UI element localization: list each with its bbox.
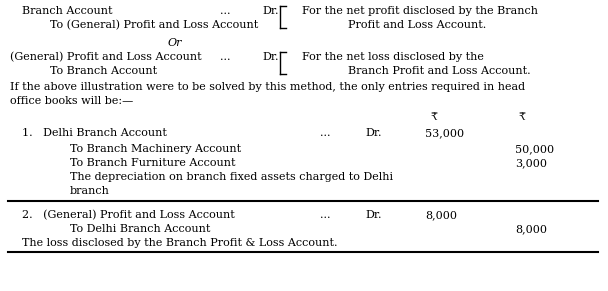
Text: office books will be:—: office books will be:— [10, 96, 133, 106]
Text: Profit and Loss Account.: Profit and Loss Account. [348, 20, 486, 30]
Text: If the above illustration were to be solved by this method, the only entries req: If the above illustration were to be sol… [10, 82, 525, 92]
Text: Or: Or [168, 38, 182, 48]
Text: Dr.: Dr. [365, 210, 381, 220]
Text: To (General) Profit and Loss Account: To (General) Profit and Loss Account [50, 20, 258, 30]
Text: (General) Profit and Loss Account: (General) Profit and Loss Account [10, 52, 202, 62]
Text: ...: ... [220, 6, 230, 16]
Text: To Branch Machinery Account: To Branch Machinery Account [70, 144, 241, 154]
Text: Dr.: Dr. [365, 128, 381, 138]
Text: 50,000: 50,000 [515, 144, 554, 154]
Text: To Branch Furniture Account: To Branch Furniture Account [70, 158, 235, 168]
Text: 3,000: 3,000 [515, 158, 547, 168]
Text: Branch Profit and Loss Account.: Branch Profit and Loss Account. [348, 66, 531, 76]
Text: The depreciation on branch fixed assets charged to Delhi: The depreciation on branch fixed assets … [70, 172, 393, 182]
Text: ...: ... [220, 52, 230, 62]
Text: To Branch Account: To Branch Account [50, 66, 157, 76]
Text: ₹: ₹ [518, 112, 525, 122]
Text: 2.   (General) Profit and Loss Account: 2. (General) Profit and Loss Account [22, 210, 235, 220]
Text: ...: ... [320, 128, 331, 138]
Text: 1.   Delhi Branch Account: 1. Delhi Branch Account [22, 128, 167, 138]
Text: 53,000: 53,000 [425, 128, 464, 138]
Text: ₹: ₹ [430, 112, 437, 122]
Text: Dr.: Dr. [262, 52, 278, 62]
Text: Dr.: Dr. [262, 6, 278, 16]
Text: 8,000: 8,000 [425, 210, 457, 220]
Text: The loss disclosed by the Branch Profit & Loss Account.: The loss disclosed by the Branch Profit … [22, 238, 337, 248]
Text: To Delhi Branch Account: To Delhi Branch Account [70, 224, 210, 234]
Text: branch: branch [70, 186, 110, 196]
Text: Branch Account: Branch Account [22, 6, 112, 16]
Text: 8,000: 8,000 [515, 224, 547, 234]
Text: For the net loss disclosed by the: For the net loss disclosed by the [302, 52, 484, 62]
Text: For the net profit disclosed by the Branch: For the net profit disclosed by the Bran… [302, 6, 538, 16]
Text: ...: ... [320, 210, 331, 220]
